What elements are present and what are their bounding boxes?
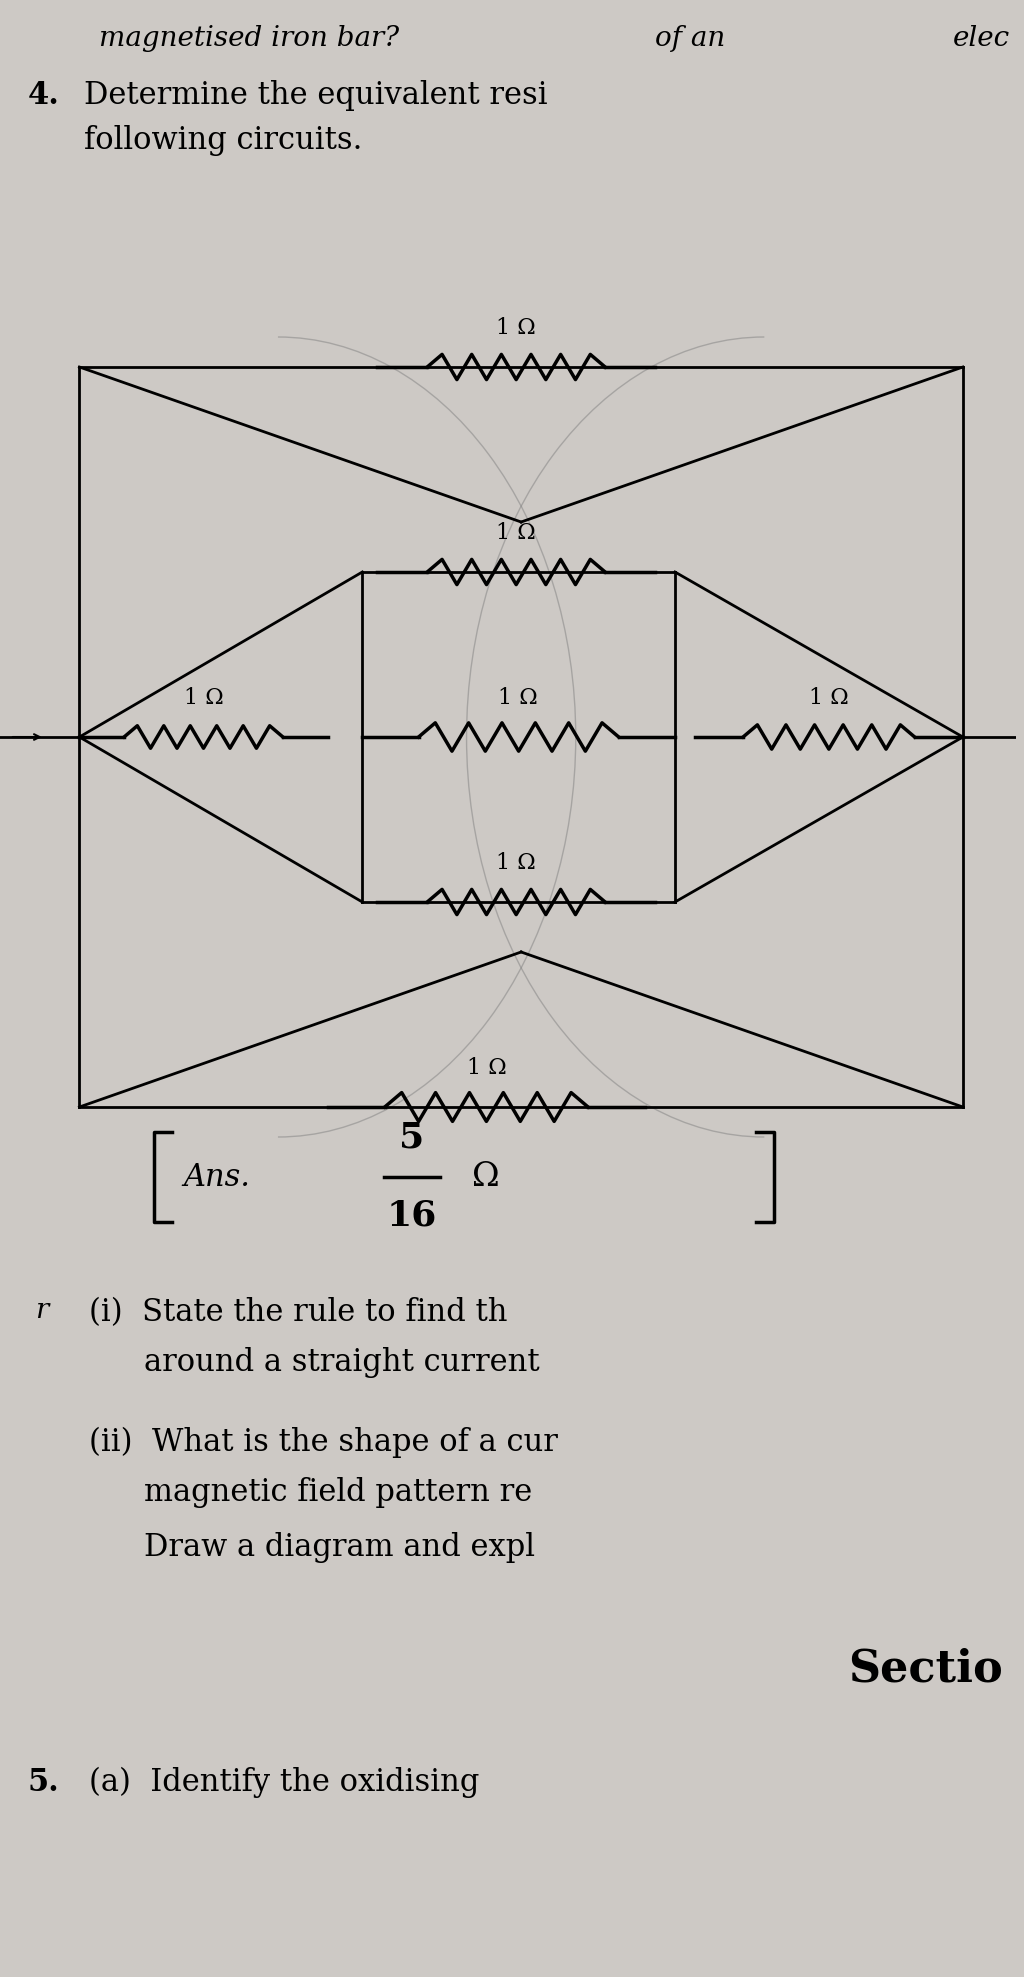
Text: Ω: Ω: [471, 1160, 499, 1192]
Text: magnetised iron bar?: magnetised iron bar?: [99, 26, 399, 51]
Text: 1 Ω: 1 Ω: [499, 686, 538, 710]
Text: 16: 16: [387, 1198, 437, 1234]
Text: following circuits.: following circuits.: [84, 125, 362, 156]
Text: 1 Ω: 1 Ω: [183, 686, 223, 710]
Text: 1 Ω: 1 Ω: [467, 1058, 506, 1079]
Text: 4.: 4.: [28, 79, 59, 111]
Text: Sectio: Sectio: [848, 1647, 1002, 1690]
Text: (ii)  What is the shape of a cur: (ii) What is the shape of a cur: [89, 1427, 558, 1459]
Text: 1 Ω: 1 Ω: [497, 316, 536, 338]
Text: (a)  Identify the oxidising: (a) Identify the oxidising: [89, 1767, 479, 1799]
Text: 5: 5: [399, 1121, 425, 1155]
Text: around a straight current: around a straight current: [144, 1346, 540, 1378]
Text: 1 Ω: 1 Ω: [497, 522, 536, 544]
Text: magnetic field pattern re: magnetic field pattern re: [144, 1477, 532, 1508]
Text: Determine the equivalent resi: Determine the equivalent resi: [84, 79, 548, 111]
Text: (i)  State the rule to find th: (i) State the rule to find th: [89, 1297, 508, 1329]
Text: 5.: 5.: [28, 1767, 59, 1797]
Text: elec: elec: [953, 26, 1010, 51]
Text: r: r: [35, 1297, 48, 1325]
Text: Ans.: Ans.: [183, 1162, 251, 1192]
Text: Draw a diagram and expl: Draw a diagram and expl: [144, 1532, 535, 1564]
Text: 1 Ω: 1 Ω: [497, 852, 536, 874]
Text: of an: of an: [655, 26, 725, 51]
Text: 1 Ω: 1 Ω: [809, 686, 849, 710]
